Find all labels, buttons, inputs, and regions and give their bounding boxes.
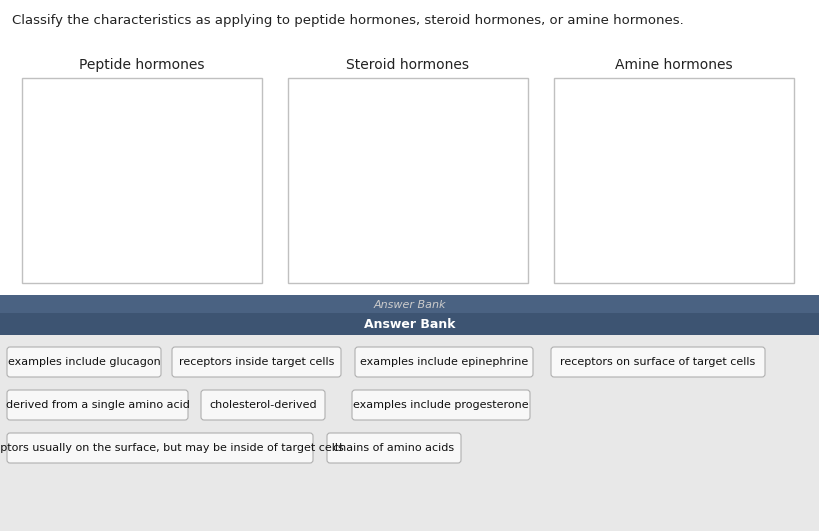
FancyBboxPatch shape [327,433,460,463]
Bar [0,295,819,315]
FancyBboxPatch shape [22,78,262,283]
Text: receptors usually on the surface, but may be inside of target cells: receptors usually on the surface, but ma… [0,443,343,453]
Text: Classify the characteristics as applying to peptide hormones, steroid hormones, : Classify the characteristics as applying… [12,14,683,27]
FancyBboxPatch shape [172,347,341,377]
Bar [0,313,819,335]
Text: Peptide hormones: Peptide hormones [79,58,205,72]
FancyBboxPatch shape [201,390,324,420]
FancyBboxPatch shape [554,78,793,283]
Text: cholesterol-derived: cholesterol-derived [209,400,316,410]
Text: receptors on surface of target cells: receptors on surface of target cells [559,357,754,367]
FancyBboxPatch shape [7,390,188,420]
Text: Answer Bank: Answer Bank [373,300,446,310]
Text: examples include glucagon: examples include glucagon [7,357,161,367]
Text: examples include progesterone: examples include progesterone [353,400,528,410]
FancyBboxPatch shape [7,347,161,377]
FancyBboxPatch shape [351,390,529,420]
Text: Steroid hormones: Steroid hormones [346,58,469,72]
Text: derived from a single amino acid: derived from a single amino acid [6,400,189,410]
FancyBboxPatch shape [355,347,532,377]
FancyBboxPatch shape [287,78,527,283]
FancyBboxPatch shape [550,347,764,377]
Bar [0,335,819,531]
Text: Answer Bank: Answer Bank [364,318,455,330]
Text: chains of amino acids: chains of amino acids [333,443,454,453]
Bar [0,0,819,295]
FancyBboxPatch shape [7,433,313,463]
Text: receptors inside target cells: receptors inside target cells [179,357,334,367]
Text: Amine hormones: Amine hormones [614,58,732,72]
Text: examples include epinephrine: examples include epinephrine [360,357,527,367]
